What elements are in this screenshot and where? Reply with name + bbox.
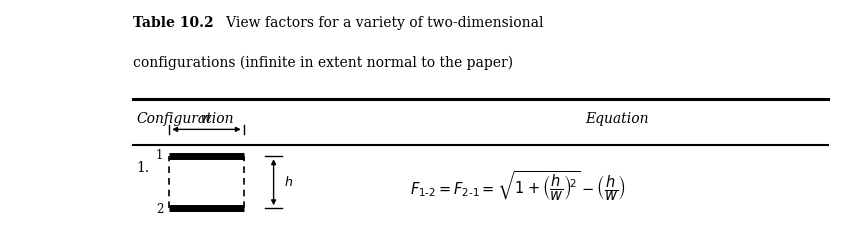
Text: $F_{1\text{-}2} = F_{2\text{-}1} = \sqrt{1 + \left(\dfrac{h}{w}\right)^{\!2}} - : $F_{1\text{-}2} = F_{2\text{-}1} = \sqrt…	[410, 169, 627, 202]
Text: $h$: $h$	[284, 175, 293, 189]
Text: View factors for a variety of two-dimensional: View factors for a variety of two-dimens…	[213, 16, 544, 30]
Text: 1.: 1.	[137, 161, 150, 175]
Text: Table 10.2: Table 10.2	[133, 16, 213, 30]
Text: $w$: $w$	[200, 112, 213, 125]
Text: configurations (infinite in extent normal to the paper): configurations (infinite in extent norma…	[133, 55, 513, 70]
Text: Equation: Equation	[586, 112, 649, 126]
Text: Configuration: Configuration	[137, 112, 234, 126]
Text: 1: 1	[156, 149, 163, 162]
Text: 2: 2	[156, 203, 163, 216]
